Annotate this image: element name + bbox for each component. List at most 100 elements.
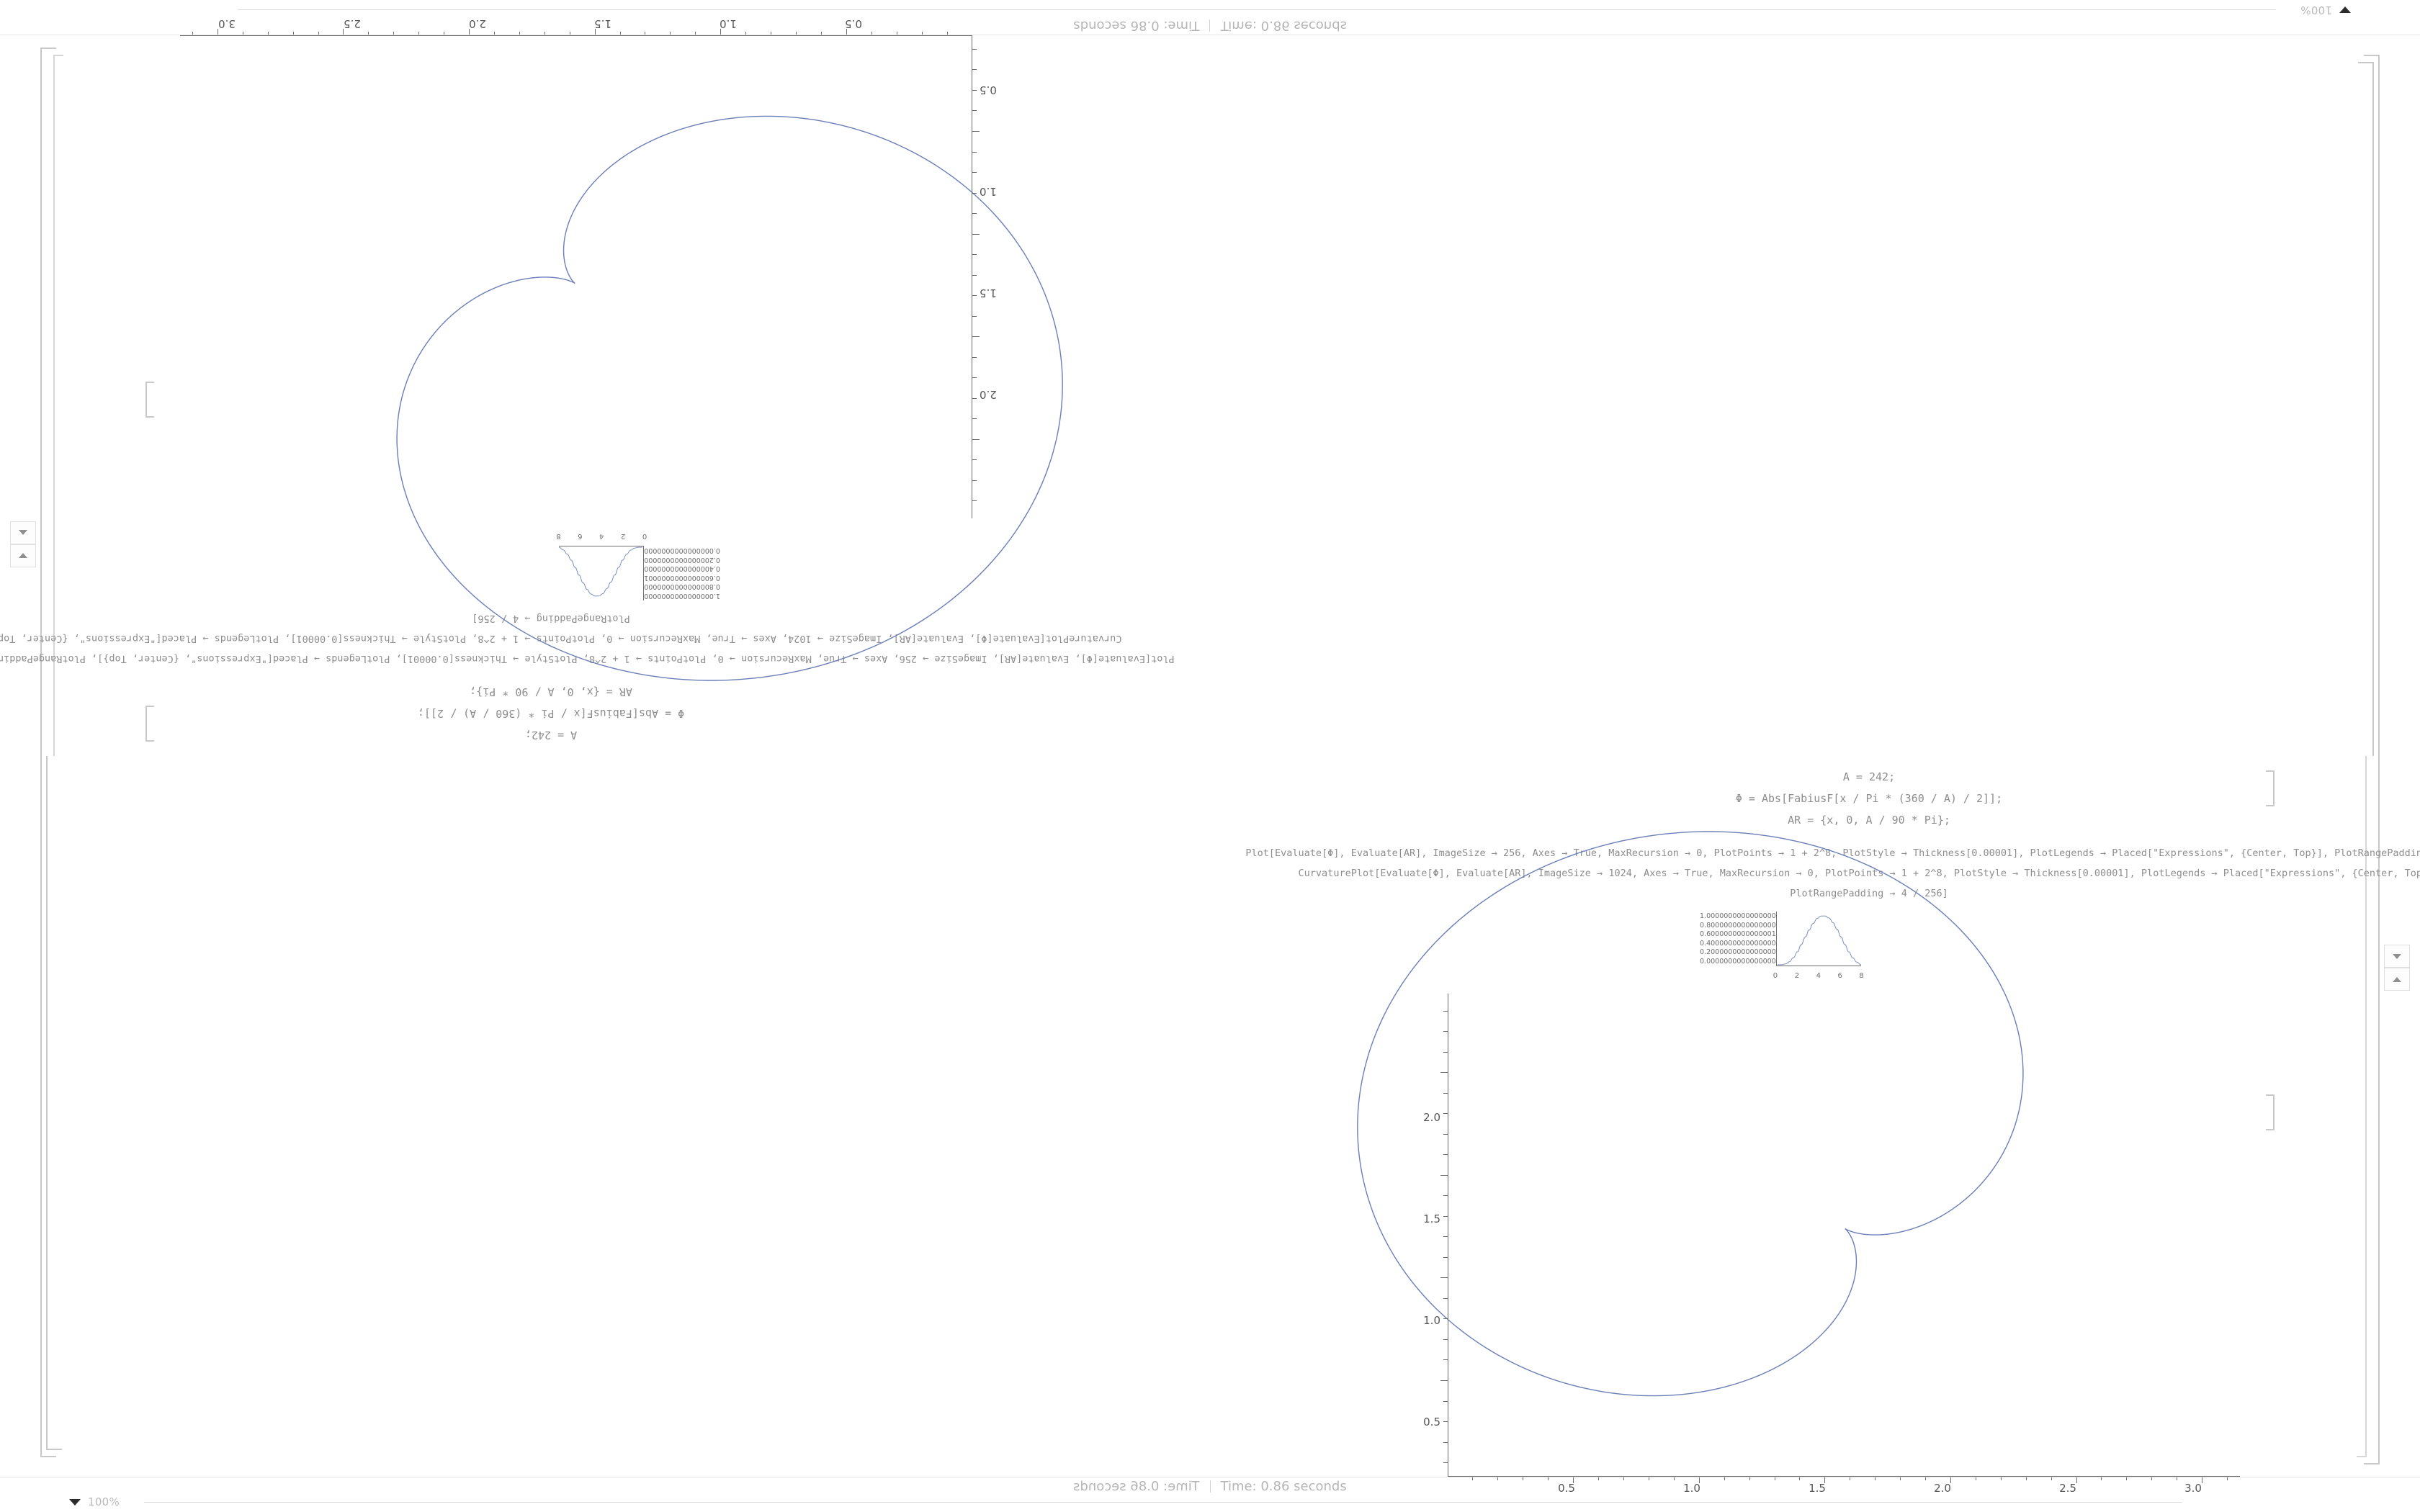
x-tick bbox=[2126, 1476, 2128, 1480]
zoom-control[interactable]: 100% bbox=[2300, 4, 2351, 17]
x-tick bbox=[1824, 1476, 1826, 1483]
legend-plot-frame: 0 2 4 6 8 bbox=[1773, 912, 1864, 980]
y-tick bbox=[1443, 1359, 1448, 1361]
x-tick bbox=[2025, 1476, 2027, 1480]
main-xtick: 1.5 bbox=[1809, 1482, 1826, 1495]
y-tick bbox=[1440, 1380, 1448, 1381]
y-tick bbox=[1443, 1441, 1448, 1443]
code-line-A[interactable]: A = 242; bbox=[1842, 770, 1896, 783]
notebook-content: A = 242; Φ = Abs[FabiusF[x / Pi * (360 /… bbox=[0, 17, 1175, 756]
y-tick bbox=[1443, 1215, 1448, 1217]
y-tick bbox=[972, 295, 977, 297]
x-tick bbox=[2101, 1476, 2102, 1480]
legend-xtick: 2 bbox=[1794, 972, 1800, 980]
scroll-down-button[interactable] bbox=[2384, 945, 2410, 968]
y-tick bbox=[972, 459, 977, 461]
main-ytick: 1.5 bbox=[1423, 1212, 1440, 1225]
main-curve bbox=[1357, 831, 2024, 1397]
code-line-A[interactable]: A = 242; bbox=[524, 729, 578, 742]
legend-ytick: 0.6000000000000001 bbox=[1700, 930, 1776, 939]
legend-x-axis-labels: 0 2 4 6 8 bbox=[1773, 972, 1864, 980]
y-tick bbox=[972, 500, 977, 502]
main-curvature-plot: 0.5 1.0 1.5 2.0 0.5 1.0 1.5 2.0 2.5 3.0 bbox=[166, 17, 1063, 681]
cell-bracket-right-inner[interactable] bbox=[2357, 756, 2367, 1457]
x-tick bbox=[2076, 1476, 2077, 1483]
y-tick bbox=[972, 356, 977, 358]
y-tick bbox=[972, 397, 977, 399]
y-tick bbox=[1443, 1338, 1448, 1340]
zoom-bar: 100% bbox=[0, 0, 2420, 17]
legend-curve bbox=[559, 546, 643, 597]
code-line-Phi[interactable]: Φ = Abs[FabiusF[x / Pi * (360 / A) / 2]]… bbox=[1735, 792, 2003, 805]
code-line-AR[interactable]: AR = {x, 0, A / 90 * Pi}; bbox=[470, 685, 632, 698]
y-tick bbox=[972, 315, 977, 317]
chevron-down-icon[interactable] bbox=[69, 1498, 81, 1506]
y-tick bbox=[1443, 1236, 1448, 1238]
y-tick bbox=[1443, 1133, 1448, 1135]
x-tick bbox=[1673, 1476, 1675, 1480]
legend-ytick: 0.0000000000000000 bbox=[644, 546, 720, 555]
legend-ytick: 0.4000000000000000 bbox=[1700, 939, 1776, 948]
code-line-plot[interactable]: Plot[Evaluate[Φ], Evaluate[AR], ImageSiz… bbox=[1245, 847, 2420, 859]
code-line-AR[interactable]: AR = {x, 0, A / 90 * Pi}; bbox=[1788, 814, 1950, 827]
x-tick bbox=[1749, 1476, 1750, 1480]
main-curvature-plot: 0.5 1.0 1.5 2.0 0.5 1.0 1.5 2.0 2.5 3.0 bbox=[1357, 831, 2254, 1495]
chevron-down-icon[interactable] bbox=[2339, 6, 2351, 14]
main-ytick: 1.0 bbox=[980, 185, 997, 198]
code-line-plot[interactable]: Plot[Evaluate[Φ], Evaluate[AR], ImageSiz… bbox=[0, 653, 1175, 665]
zoom-level-label[interactable]: 100% bbox=[2300, 4, 2332, 17]
y-tick bbox=[972, 213, 977, 215]
legend-ytick: 0.6000000000000001 bbox=[644, 573, 720, 582]
zoom-level-label[interactable]: 100% bbox=[88, 1495, 120, 1508]
y-tick bbox=[972, 172, 977, 174]
x-tick bbox=[2051, 1476, 2052, 1480]
scroll-buttons[interactable] bbox=[10, 521, 36, 567]
y-tick bbox=[972, 192, 977, 194]
scroll-buttons[interactable] bbox=[2384, 945, 2410, 991]
cell-bracket-left-inner[interactable] bbox=[46, 756, 62, 1450]
code-line-padding[interactable]: PlotRangePadding → 4 / 256] bbox=[472, 613, 630, 624]
cell-bracket-small-upper[interactable] bbox=[2266, 770, 2275, 806]
cell-bracket-small-lower[interactable] bbox=[2266, 1094, 2275, 1130]
code-line-curvatureplot[interactable]: CurvaturePlot[Evaluate[Φ], Evaluate[AR],… bbox=[1298, 868, 2420, 879]
y-tick bbox=[1443, 1031, 1448, 1032]
scroll-up-button[interactable] bbox=[2384, 968, 2410, 991]
y-tick bbox=[1440, 1174, 1448, 1176]
cell-bracket-right-outer[interactable] bbox=[2364, 756, 2380, 1464]
status-time-mirror: Time: 0.86 seconds bbox=[1073, 1478, 1200, 1494]
y-tick bbox=[1443, 1400, 1448, 1402]
legend-ytick: 0.4000000000000000 bbox=[644, 564, 720, 573]
code-line-padding[interactable]: PlotRangePadding → 4 / 256] bbox=[1790, 888, 1948, 899]
y-tick bbox=[972, 90, 977, 91]
status-time: Time: 0.86 seconds bbox=[1220, 1478, 1347, 1494]
legend-ytick: 1.0000000000000000 bbox=[1700, 912, 1776, 920]
legend-ytick: 0.2000000000000000 bbox=[644, 555, 720, 564]
legend-ytick: 0.0000000000000000 bbox=[1700, 957, 1776, 966]
zoom-control[interactable]: 100% bbox=[69, 1495, 120, 1508]
y-tick bbox=[1443, 1154, 1448, 1156]
legend-x-axis-labels: 0 2 4 6 8 bbox=[556, 532, 647, 540]
code-line-Phi[interactable]: Φ = Abs[FabiusF[x / Pi * (360 / A) / 2]]… bbox=[417, 707, 685, 720]
y-tick bbox=[972, 233, 980, 235]
code-line-curvatureplot[interactable]: CurvaturePlot[Evaluate[Φ], Evaluate[AR],… bbox=[0, 633, 1122, 644]
y-tick bbox=[972, 438, 980, 440]
main-plot-x-axis bbox=[1448, 1476, 2240, 1477]
scroll-up-button[interactable] bbox=[10, 521, 36, 544]
legend-xtick: 0 bbox=[1773, 972, 1778, 980]
y-tick bbox=[972, 336, 980, 338]
zoom-bar-rule bbox=[144, 1502, 2182, 1503]
cell-bracket-left-outer[interactable] bbox=[40, 756, 56, 1457]
y-tick bbox=[972, 274, 977, 276]
legend-plot-frame: 0 2 4 6 8 bbox=[556, 532, 647, 600]
legend-xtick: 4 bbox=[599, 532, 604, 540]
status-separator bbox=[1209, 1480, 1211, 1493]
x-tick bbox=[1548, 1476, 1549, 1480]
legend-inset-plot: 1.0000000000000000 0.8000000000000000 0.… bbox=[1700, 912, 1864, 980]
y-tick bbox=[1443, 1010, 1448, 1012]
main-ytick: 0.5 bbox=[980, 84, 997, 96]
scroll-down-button[interactable] bbox=[10, 544, 36, 567]
chevron-down-icon bbox=[19, 553, 27, 559]
cell-bracket-left-inner[interactable] bbox=[2358, 62, 2374, 756]
y-tick bbox=[972, 131, 980, 132]
x-tick bbox=[1698, 1476, 1700, 1483]
